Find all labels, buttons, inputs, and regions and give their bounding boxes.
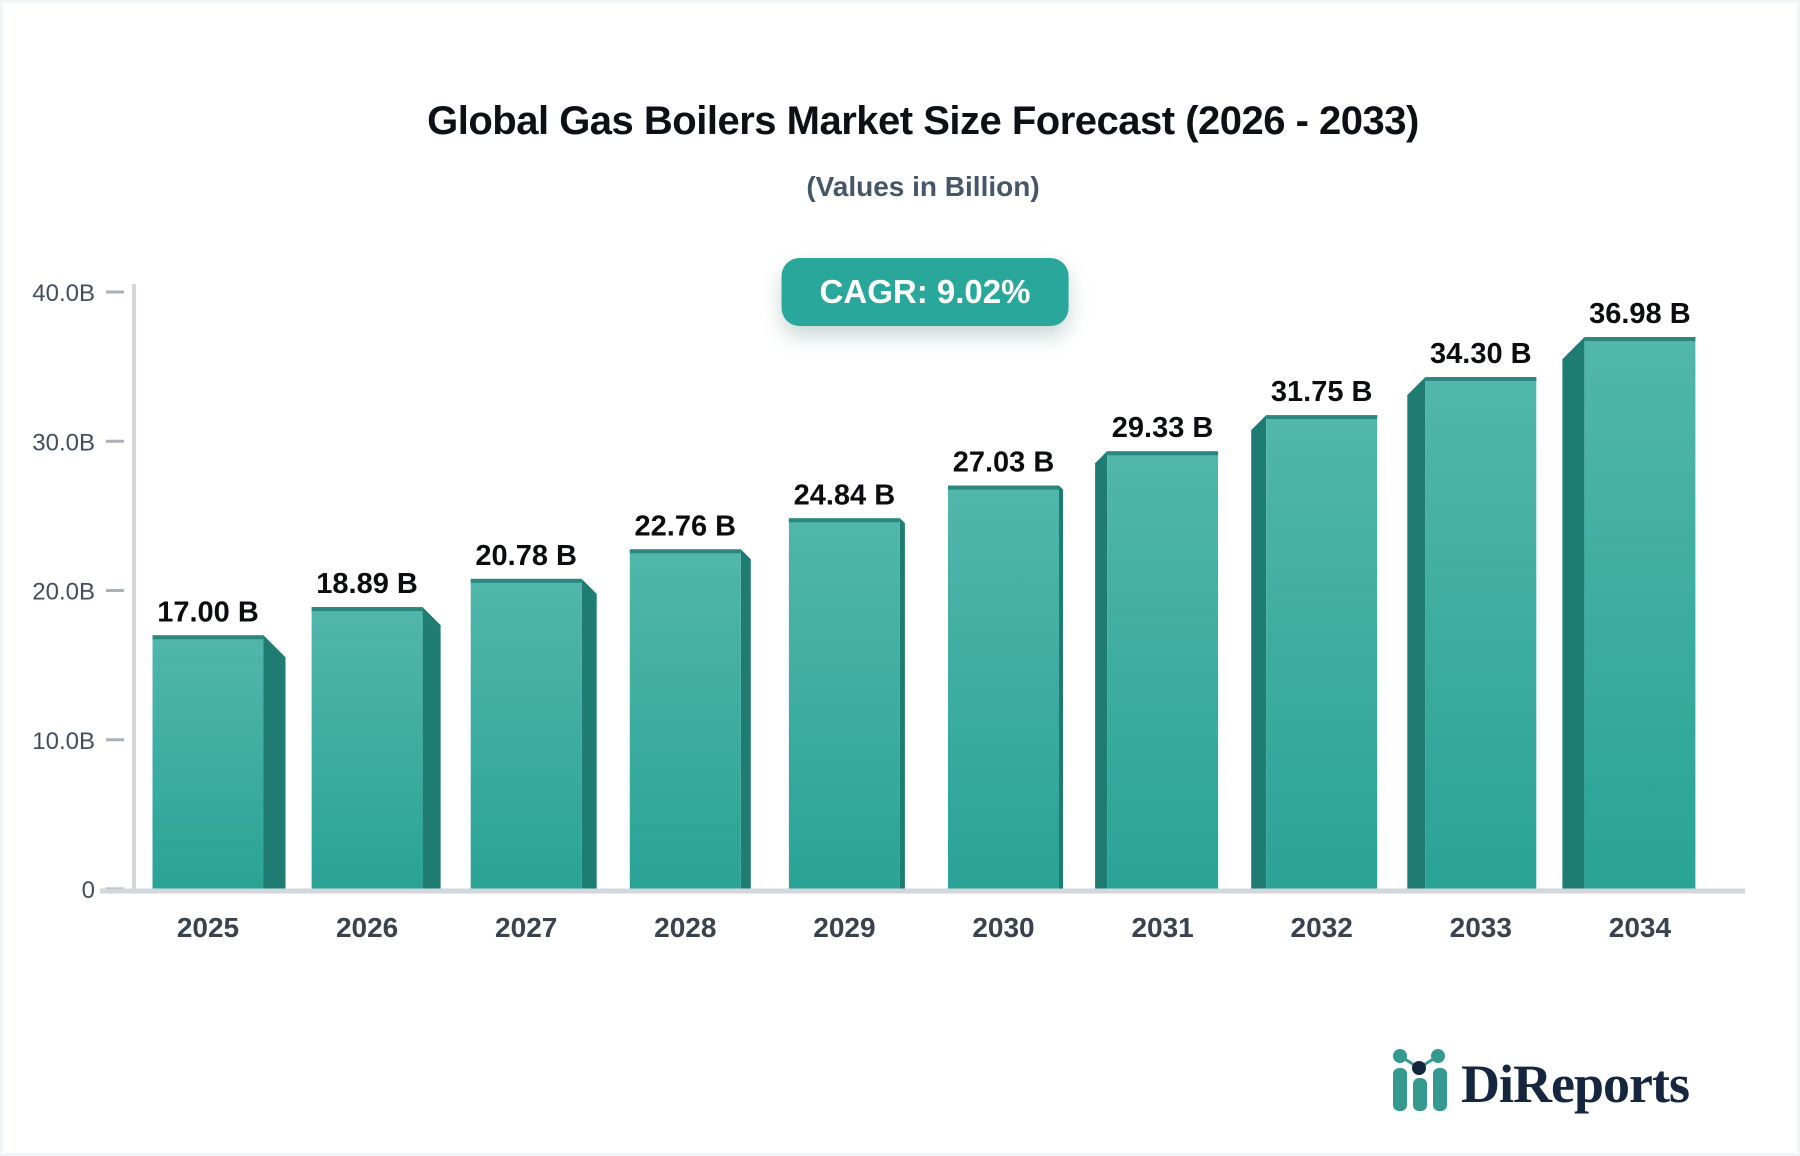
bar-top-edge	[788, 518, 900, 523]
bar-value-label: 20.78 B	[475, 540, 577, 572]
y-tick-label: 40.0B	[32, 280, 95, 307]
bar-side-face	[899, 518, 905, 889]
x-tick-label: 2034	[1609, 912, 1672, 943]
y-tick-label: 30.0B	[32, 429, 95, 456]
bar	[311, 607, 423, 889]
bar-top-edge	[311, 607, 423, 612]
bar-side-face	[1407, 377, 1426, 889]
bar-group: 36.98 B 2034	[1562, 298, 1696, 943]
bar-chart: 0 10.0B 20.0B 30.0B 40.0B 17.00 B 2025 18.89 B 2…	[32, 280, 1745, 943]
bar	[629, 549, 741, 889]
bar-group: 31.75 B 2032	[1251, 376, 1378, 943]
x-tick-label: 2027	[495, 912, 557, 943]
bar-value-label: 31.75 B	[1271, 376, 1373, 408]
x-tick-label: 2030	[972, 912, 1034, 943]
y-tick-label: 20.0B	[32, 579, 95, 606]
bar-top-edge	[470, 578, 582, 583]
bar-side-face	[1059, 485, 1063, 889]
bar-top-edge	[1266, 415, 1378, 420]
bar-top-edge	[629, 549, 741, 554]
bar	[1266, 415, 1378, 889]
x-tick-label: 2033	[1450, 912, 1512, 943]
bar-group: 18.89 B 2026	[311, 568, 441, 943]
bar-group: 34.30 B 2033	[1407, 338, 1537, 943]
bar-value-label: 24.84 B	[794, 479, 896, 511]
bar-side-face	[1562, 337, 1585, 889]
bar-top-edge	[948, 485, 1059, 490]
bar	[152, 635, 264, 889]
bar-side-face	[1095, 451, 1108, 889]
bar-side-face	[263, 635, 286, 889]
bar	[1425, 377, 1537, 889]
x-tick-label: 2029	[813, 912, 875, 943]
x-tick-label: 2025	[177, 912, 239, 943]
bar-value-label: 17.00 B	[157, 596, 259, 628]
chart-title: Global Gas Boilers Market Size Forecast …	[427, 99, 1419, 143]
bar-group: 20.78 B 2027	[470, 540, 597, 943]
bar-group: 24.84 B 2029	[788, 479, 905, 943]
direports-logo-text: DiReports	[1461, 1054, 1690, 1114]
bar-group: 17.00 B 2025	[152, 596, 286, 943]
y-tick-label: 10.0B	[32, 728, 95, 755]
direports-logo: DiReports	[1389, 1043, 1690, 1114]
bar-side-face	[422, 607, 441, 889]
bar-value-label: 18.89 B	[316, 568, 418, 600]
bar-value-label: 36.98 B	[1589, 298, 1691, 330]
y-tick-label: 0	[82, 877, 95, 904]
bar-top-edge	[1425, 377, 1537, 382]
bar-top-edge	[152, 635, 264, 640]
bar	[1584, 337, 1696, 889]
bar	[948, 485, 1059, 889]
x-tick-label: 2028	[654, 912, 716, 943]
bar-group: 29.33 B 2031	[1095, 412, 1219, 943]
bar-value-label: 34.30 B	[1430, 338, 1532, 370]
bar	[470, 578, 582, 889]
bar	[1107, 451, 1219, 889]
x-tick-label: 2026	[336, 912, 398, 943]
bar-top-edge	[1584, 337, 1696, 342]
bar-value-label: 22.76 B	[635, 510, 737, 542]
bar-side-face	[1251, 415, 1267, 889]
x-tick-label: 2032	[1291, 912, 1353, 943]
bar-value-label: 29.33 B	[1112, 412, 1214, 444]
chart-subtitle: (Values in Billion)	[806, 171, 1040, 202]
bar-top-edge	[1107, 451, 1219, 456]
cagr-badge: CAGR: 9.02%	[781, 258, 1069, 326]
bar-side-face	[740, 549, 751, 889]
bar	[788, 518, 900, 889]
x-tick-label: 2031	[1131, 912, 1193, 943]
bar-group: 27.03 B 2030	[948, 447, 1063, 943]
bar-side-face	[581, 578, 597, 889]
bar-value-label: 27.03 B	[953, 447, 1055, 479]
bar-group: 22.76 B 2028	[629, 510, 751, 943]
direports-logo-icon	[1393, 1049, 1448, 1111]
